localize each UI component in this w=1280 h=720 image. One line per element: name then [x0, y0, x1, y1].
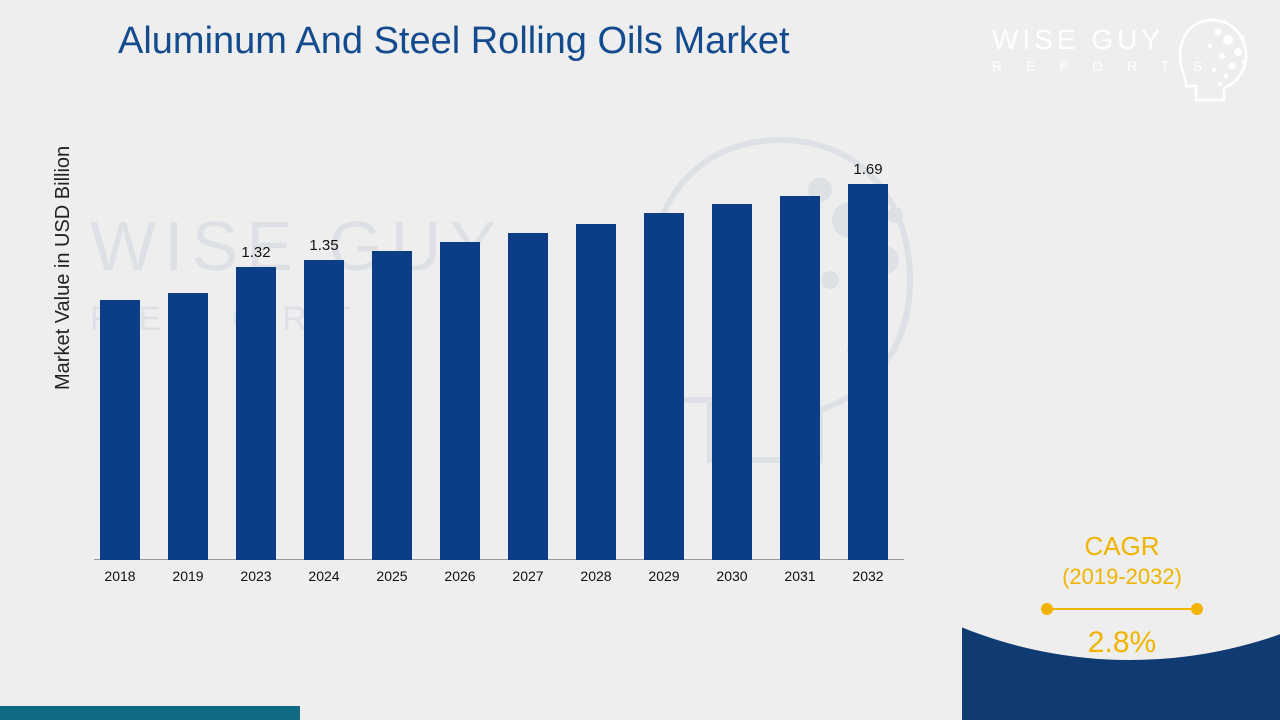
x-tick-label: 2030 [716, 568, 747, 584]
bar [644, 213, 684, 560]
bar [576, 224, 616, 560]
bar-value-label: 1.69 [838, 161, 898, 178]
x-tick-label: 2019 [172, 568, 203, 584]
cagr-dot-left [1041, 603, 1053, 615]
bar [780, 196, 820, 560]
chart-title: Aluminum And Steel Rolling Oils Market [118, 20, 858, 64]
bar [848, 184, 888, 560]
x-tick-label: 2031 [784, 568, 815, 584]
bar [712, 204, 752, 560]
x-tick-label: 2024 [308, 568, 339, 584]
x-tick-label: 2029 [648, 568, 679, 584]
bar [168, 293, 208, 560]
cagr-divider [1047, 608, 1197, 610]
x-tick-label: 2032 [852, 568, 883, 584]
x-tick-label: 2026 [444, 568, 475, 584]
bottom-accent-bar [0, 706, 300, 720]
bar-value-label: 1.35 [294, 237, 354, 254]
y-axis-label: Market Value in USD Billion [52, 146, 75, 390]
cagr-value: 2.8% [1022, 626, 1222, 660]
bar [304, 260, 344, 560]
cagr-dot-right [1191, 603, 1203, 615]
x-tick-label: 2027 [512, 568, 543, 584]
cagr-range: (2019-2032) [1022, 564, 1222, 590]
cagr-block: CAGR (2019-2032) 2.8% [1022, 531, 1222, 660]
x-tick-label: 2025 [376, 568, 407, 584]
x-tick-label: 2023 [240, 568, 271, 584]
bar-value-label: 1.32 [226, 244, 286, 261]
cagr-title: CAGR [1022, 531, 1222, 562]
x-tick-label: 2028 [580, 568, 611, 584]
logo-head-icon [1174, 18, 1252, 106]
bar [372, 251, 412, 560]
bar [508, 233, 548, 560]
x-tick-label: 2018 [104, 568, 135, 584]
bar [440, 242, 480, 560]
brand-logo: WISE GUY R E P O R T S [992, 18, 1252, 110]
stage: WISE GUY REPORTS WISE GUY R E P O R T S [0, 0, 1280, 720]
bar [100, 300, 140, 560]
plot-area: 2018201920231.3220241.352025202620272028… [94, 160, 904, 560]
bar [236, 267, 276, 560]
bar-chart: Market Value in USD Billion 201820192023… [64, 160, 904, 620]
